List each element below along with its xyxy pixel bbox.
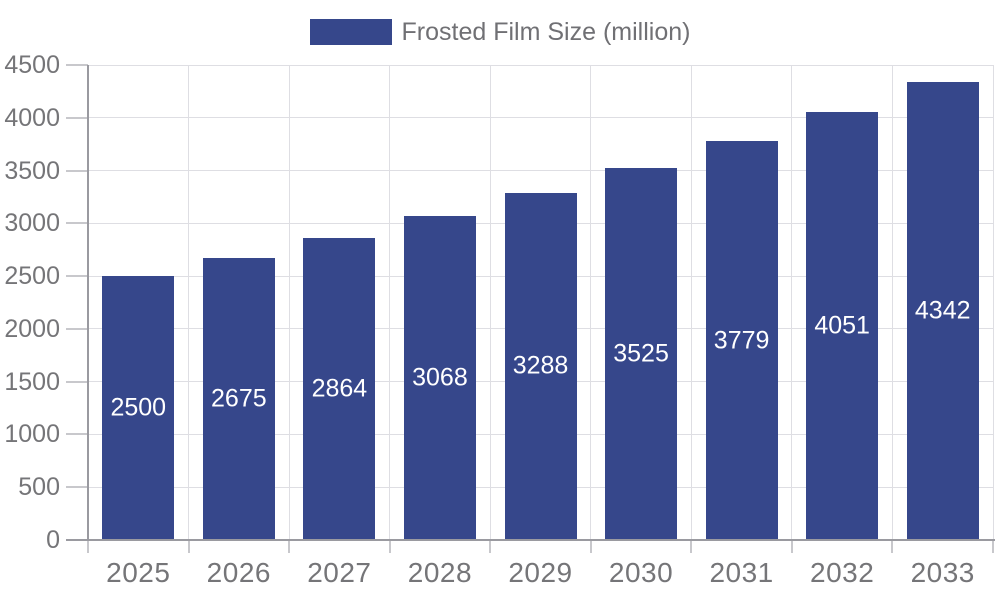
bar-value-label-2031: 3779 [713, 326, 770, 355]
bar-2028[interactable]: 3068 [403, 216, 476, 540]
legend[interactable]: Frosted Film Size (million) [0, 12, 1000, 52]
y-axis-tick-4500 [66, 64, 88, 66]
gridline-x-2 [288, 65, 290, 540]
y-axis-label-1000: 1000 [4, 420, 60, 449]
bar-value-label-2025: 2500 [110, 393, 167, 422]
y-axis-label-4000: 4000 [4, 103, 60, 132]
bar-2026[interactable]: 2675 [202, 257, 275, 540]
y-axis-label-1500: 1500 [4, 367, 60, 396]
x-axis-tick-6 [690, 540, 693, 553]
gridline-x-1 [188, 65, 190, 540]
y-axis-tick-3500 [66, 169, 88, 172]
x-axis-tick-7 [790, 540, 793, 553]
plot-area: 0 500 1000 1500 2000 2500 3000 3500 4000 4500 2500… [4, 51, 995, 588]
y-axis-label-0: 0 [46, 526, 60, 554]
x-axis-tick-5 [589, 540, 592, 553]
x-axis-tick-4 [489, 540, 492, 553]
legend-swatch [309, 19, 392, 45]
bar-2032[interactable]: 4051 [806, 112, 879, 540]
y-axis-tick-2500 [66, 275, 88, 278]
gridline-y-4500 [88, 64, 993, 66]
gridline-x-3 [389, 65, 391, 540]
y-axis-tick-2000 [66, 327, 88, 330]
x-axis-label-2026: 2026 [206, 557, 271, 588]
x-axis-tick-8 [891, 540, 894, 553]
y-axis-tick-1000 [66, 433, 88, 436]
x-axis-label-2028: 2028 [407, 557, 473, 588]
x-axis-line [66, 539, 995, 541]
x-axis-label-2025: 2025 [106, 557, 171, 588]
y-axis-label-2000: 2000 [4, 314, 60, 343]
y-axis-tick-500 [66, 486, 88, 489]
y-axis-line [87, 65, 89, 540]
y-axis-label-3000: 3000 [4, 209, 60, 238]
bar-value-label-2026: 2675 [211, 384, 267, 413]
bar-value-label-2033: 4342 [914, 296, 971, 325]
gridline-x-7 [791, 65, 793, 540]
x-axis-label-2029: 2029 [508, 557, 573, 588]
bar-2033[interactable]: 4342 [906, 81, 979, 540]
x-axis-label-2031: 2031 [709, 557, 774, 588]
bar-2029[interactable]: 3288 [504, 192, 577, 540]
y-axis-label-4500: 4500 [4, 51, 60, 79]
y-axis-tick-1500 [66, 380, 88, 383]
x-axis-label-2032: 2032 [810, 557, 875, 588]
bar-value-label-2030: 3525 [613, 339, 669, 368]
gridline-y-4000 [88, 117, 993, 119]
bar-2031[interactable]: 3779 [705, 141, 778, 540]
gridline-y-3500 [88, 170, 993, 172]
x-axis-tick-2 [288, 540, 291, 553]
gridline-x-4 [489, 65, 491, 540]
gridline-x-8 [891, 65, 893, 540]
gridline-x-9 [992, 65, 994, 540]
x-axis-tick-3 [388, 540, 391, 553]
x-axis-label-2027: 2027 [307, 557, 372, 588]
bar-value-label-2032: 4051 [814, 311, 870, 340]
legend-label: Frosted Film Size (million) [401, 17, 691, 46]
y-axis-tick-3000 [66, 222, 88, 225]
bar-value-label-2029: 3288 [512, 351, 569, 380]
x-axis-tick-1 [187, 540, 190, 553]
y-axis-tick-4000 [66, 116, 88, 119]
bar-2027[interactable]: 2864 [303, 237, 376, 540]
gridline-x-6 [690, 65, 692, 540]
x-axis-label-2030: 2030 [608, 557, 674, 588]
y-axis-label-3500: 3500 [4, 156, 60, 185]
x-axis-label-2033: 2033 [910, 557, 975, 588]
y-axis-label-500: 500 [18, 473, 60, 502]
bar-2025[interactable]: 2500 [102, 276, 175, 540]
x-axis-tick-9 [992, 540, 994, 553]
y-axis-label-2500: 2500 [4, 262, 60, 291]
gridline-x-5 [590, 65, 592, 540]
bar-value-label-2027: 2864 [311, 374, 368, 403]
bar-value-label-2028: 3068 [412, 363, 468, 392]
x-axis-tick-0 [87, 540, 89, 553]
bar-2030[interactable]: 3525 [605, 167, 678, 540]
